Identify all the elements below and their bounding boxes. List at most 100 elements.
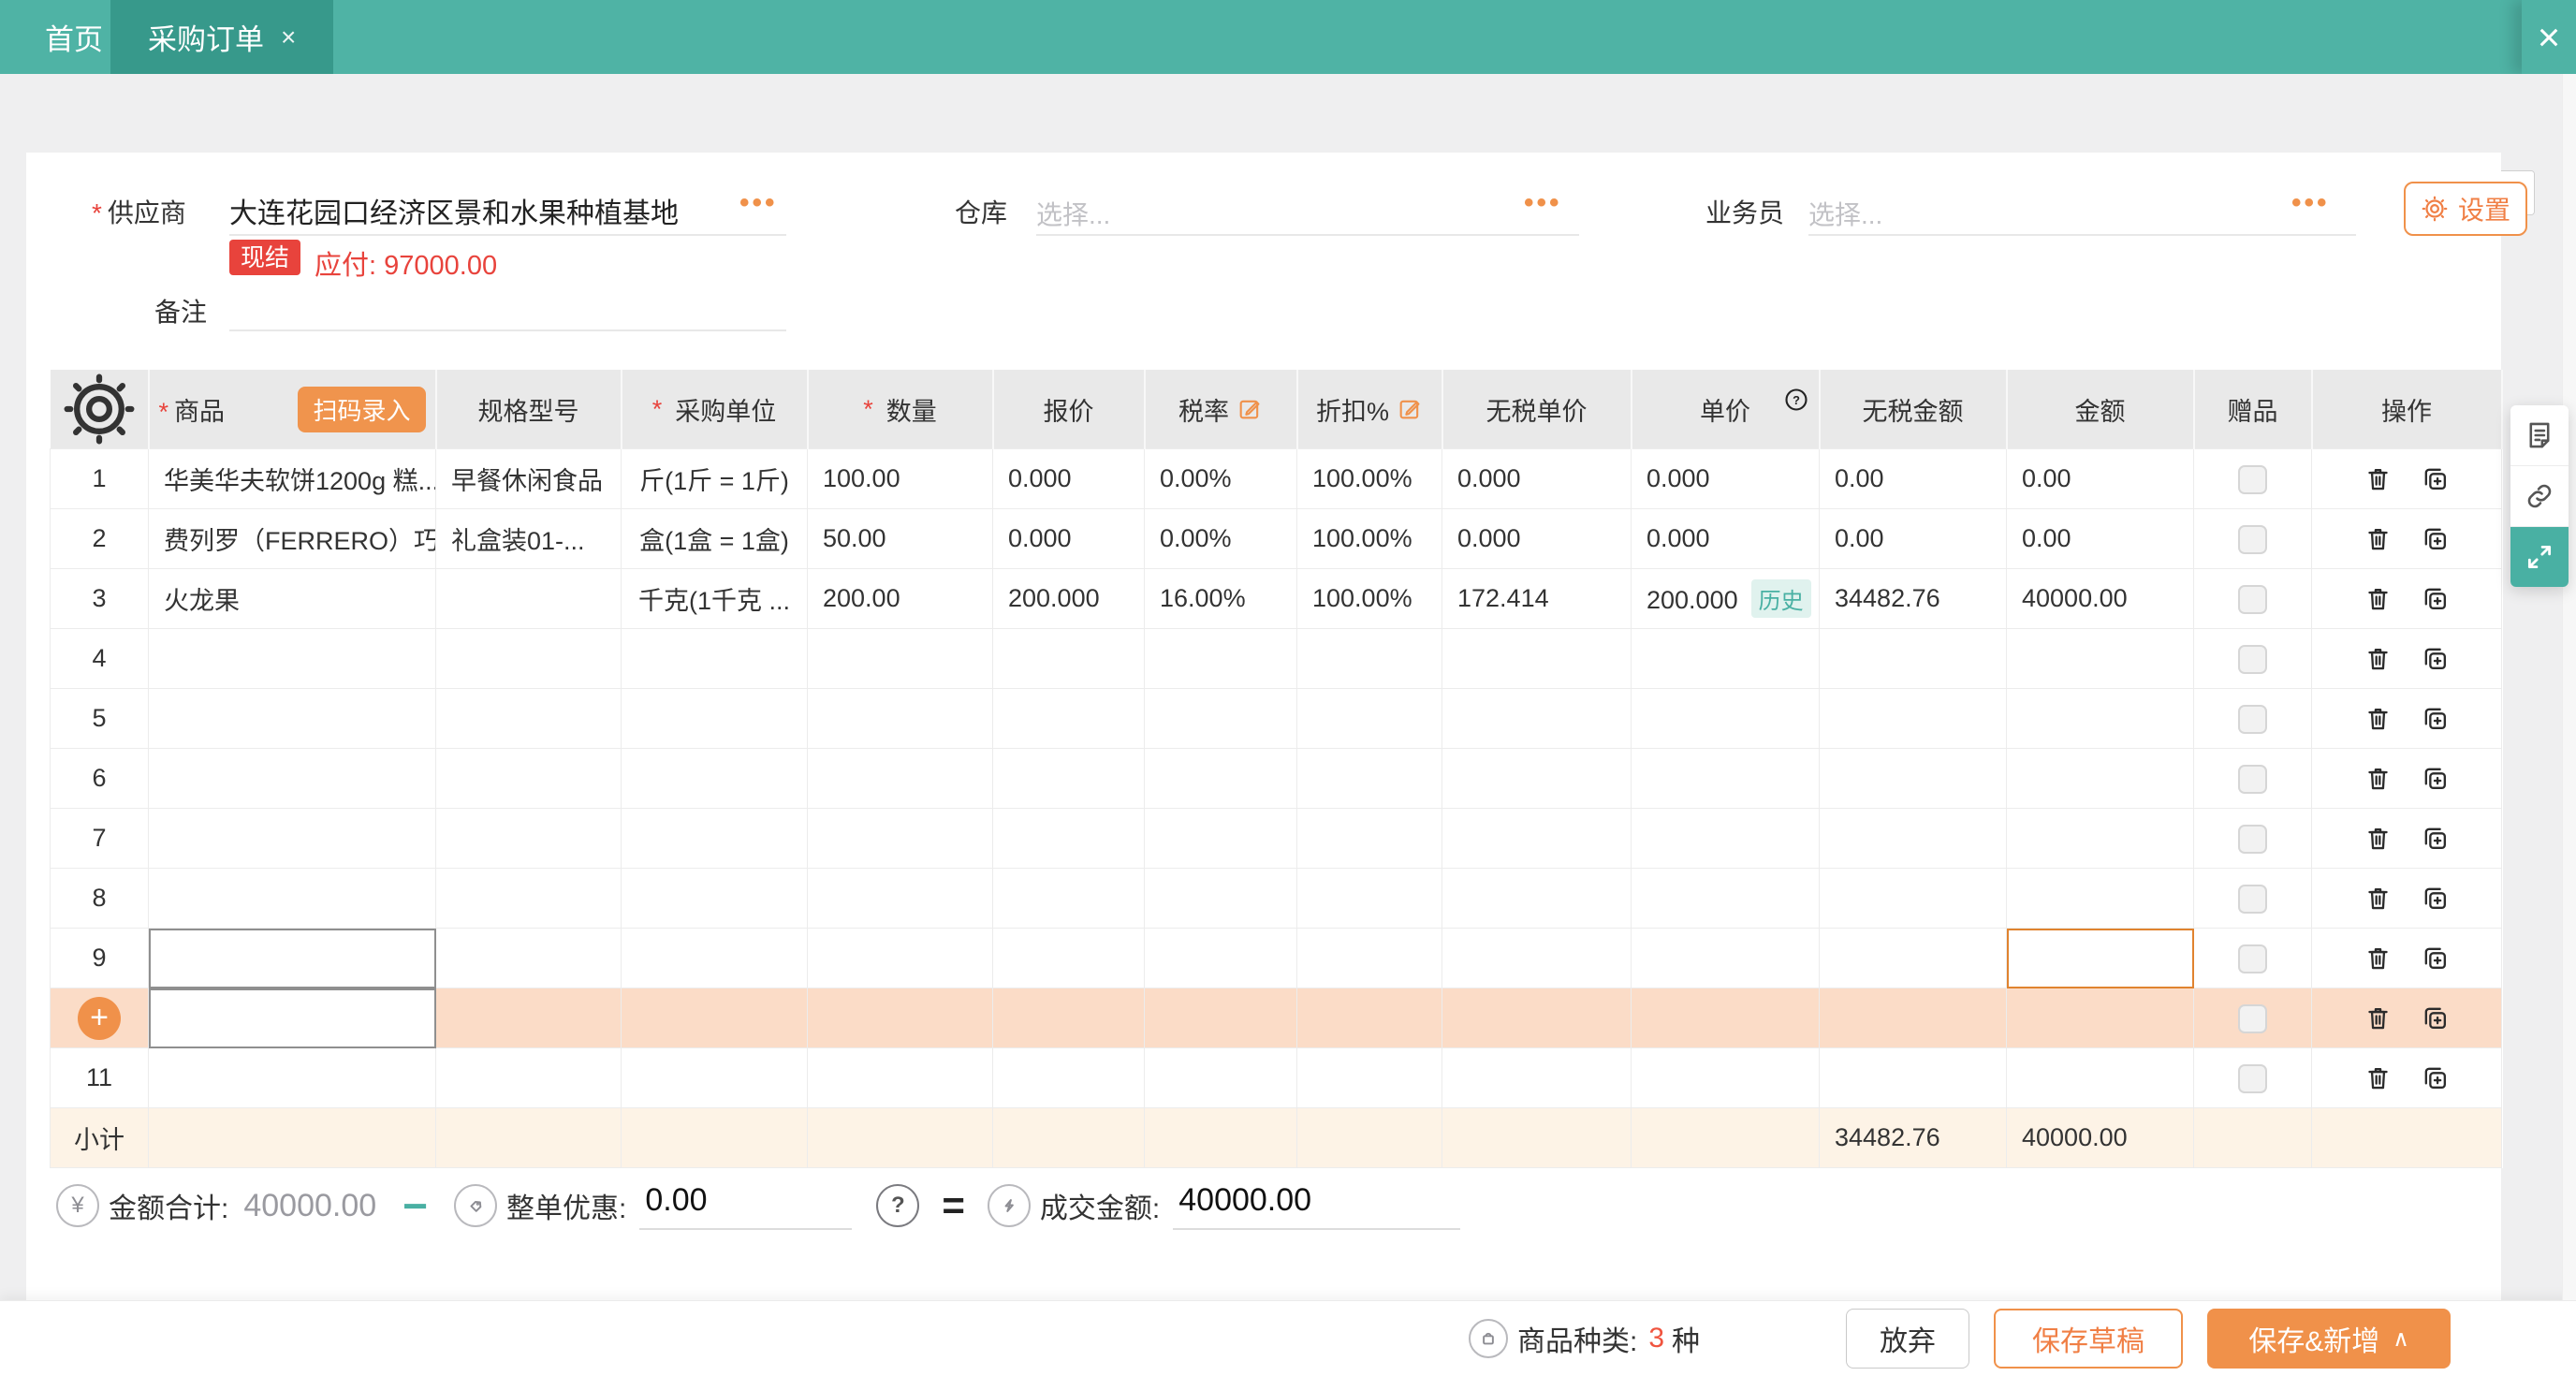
gift-checkbox[interactable]	[2238, 764, 2267, 794]
copy-row-icon[interactable]	[2421, 884, 2450, 913]
cell-amount_no_tax[interactable]	[1819, 688, 2007, 749]
cell-spec[interactable]	[435, 568, 622, 629]
cancel-button[interactable]: 放弃	[1846, 1309, 1969, 1369]
cell-price[interactable]: 200.000 历史	[1631, 568, 1820, 629]
cell-amount[interactable]	[2006, 628, 2194, 689]
cell-price[interactable]	[1631, 928, 1820, 988]
copy-row-icon[interactable]	[2421, 944, 2450, 973]
copy-row-icon[interactable]	[2421, 764, 2450, 793]
copy-row-icon[interactable]	[2421, 464, 2450, 493]
save-and-new-button[interactable]: 保存&新增 ∧	[2207, 1309, 2451, 1369]
save-draft-button[interactable]: 保存草稿	[1994, 1309, 2183, 1369]
cell-price[interactable]	[1631, 988, 1820, 1048]
cell-amount[interactable]	[2006, 808, 2194, 869]
cell-amount[interactable]	[2006, 688, 2194, 749]
delete-row-icon[interactable]	[2364, 464, 2393, 493]
cell-amount_no_tax[interactable]	[1819, 1047, 2007, 1108]
cell-tax[interactable]	[1144, 868, 1297, 929]
cell-price[interactable]	[1631, 628, 1820, 689]
cell-amount_no_tax[interactable]	[1819, 748, 2007, 809]
warehouse-select[interactable]: 选择...	[1036, 200, 1111, 229]
help-icon[interactable]: ?	[876, 1184, 920, 1227]
cell-tax[interactable]	[1144, 688, 1297, 749]
cell-amount_no_tax[interactable]	[1819, 808, 2007, 869]
gift-checkbox[interactable]	[2238, 944, 2267, 973]
table-settings-icon[interactable]	[60, 370, 139, 448]
cell-unit[interactable]	[621, 748, 808, 809]
copy-row-icon[interactable]	[2421, 584, 2450, 613]
cell-amount_no_tax[interactable]	[1819, 628, 2007, 689]
cell-price_no_tax[interactable]	[1442, 988, 1632, 1048]
copy-row-icon[interactable]	[2421, 644, 2450, 673]
order-discount-input[interactable]: 0.00	[639, 1182, 853, 1230]
copy-row-icon[interactable]	[2421, 704, 2450, 733]
cell-discount[interactable]: 100.00%	[1296, 448, 1442, 509]
edit-column-icon[interactable]	[1397, 396, 1423, 422]
cell-price[interactable]: 0.000	[1631, 508, 1820, 569]
cell-unit[interactable]	[621, 1047, 808, 1108]
cell-price_no_tax[interactable]: 0.000	[1442, 448, 1632, 509]
cell-spec[interactable]	[435, 928, 622, 988]
cell-quote[interactable]: 0.000	[992, 448, 1145, 509]
cell-tax[interactable]	[1144, 988, 1297, 1048]
cell-price_no_tax[interactable]	[1442, 748, 1632, 809]
scrollbar-track[interactable]	[2562, 74, 2576, 1300]
cell-qty[interactable]	[807, 628, 993, 689]
salesman-select[interactable]: 选择...	[1808, 200, 1883, 229]
tab-purchase-order[interactable]: 采购订单 ×	[110, 0, 334, 74]
cell-amount[interactable]: 40000.00	[2006, 568, 2194, 629]
cell-discount[interactable]: 100.00%	[1296, 508, 1442, 569]
cell-price_no_tax[interactable]	[1442, 688, 1632, 749]
gift-checkbox[interactable]	[2238, 704, 2267, 734]
expand-button[interactable]	[2510, 527, 2569, 587]
cell-spec[interactable]: 礼盒装01-...	[435, 508, 622, 569]
cell-tax[interactable]: 0.00%	[1144, 508, 1297, 569]
cell-spec[interactable]	[435, 1047, 622, 1108]
cell-amount[interactable]	[2006, 988, 2194, 1048]
cell-quote[interactable]	[992, 988, 1145, 1048]
cell-qty[interactable]: 50.00	[807, 508, 993, 569]
cell-discount[interactable]: 100.00%	[1296, 568, 1442, 629]
cell-product[interactable]: 华美华夫软饼1200g 糕...	[148, 448, 436, 509]
cell-amount[interactable]	[2006, 748, 2194, 809]
link-button[interactable]	[2510, 466, 2569, 527]
cell-qty[interactable]: 100.00	[807, 448, 993, 509]
cell-price_no_tax[interactable]: 172.414	[1442, 568, 1632, 629]
delete-row-icon[interactable]	[2364, 944, 2393, 973]
settings-button[interactable]: 设置	[2404, 182, 2527, 236]
cell-quote[interactable]	[992, 748, 1145, 809]
cell-qty[interactable]	[807, 688, 993, 749]
cell-spec[interactable]	[435, 688, 622, 749]
cell-discount[interactable]	[1296, 808, 1442, 869]
gift-checkbox[interactable]	[2238, 1063, 2267, 1093]
cell-amount[interactable]	[2006, 1047, 2194, 1108]
gift-checkbox[interactable]	[2238, 1003, 2267, 1033]
copy-row-icon[interactable]	[2421, 1063, 2450, 1092]
cell-product[interactable]	[148, 808, 436, 869]
gift-checkbox[interactable]	[2238, 644, 2267, 674]
cell-tax[interactable]: 0.00%	[1144, 448, 1297, 509]
cell-product[interactable]	[148, 688, 436, 749]
cell-price[interactable]	[1631, 808, 1820, 869]
cell-spec[interactable]	[435, 628, 622, 689]
cell-tax[interactable]	[1144, 928, 1297, 988]
price-help-icon[interactable]: ?	[1783, 387, 1809, 413]
delete-row-icon[interactable]	[2364, 704, 2393, 733]
cell-tax[interactable]: 16.00%	[1144, 568, 1297, 629]
cell-unit[interactable]	[621, 808, 808, 869]
cell-unit[interactable]: 斤(1斤 = 1斤)	[621, 448, 808, 509]
cell-amount_no_tax[interactable]: 34482.76	[1819, 568, 2007, 629]
cell-quote[interactable]	[992, 688, 1145, 749]
cell-tax[interactable]	[1144, 808, 1297, 869]
cell-quote[interactable]	[992, 1047, 1145, 1108]
cell-qty[interactable]	[807, 988, 993, 1048]
gift-checkbox[interactable]	[2238, 464, 2267, 494]
cell-discount[interactable]	[1296, 988, 1442, 1048]
delete-row-icon[interactable]	[2364, 884, 2393, 913]
delete-row-icon[interactable]	[2364, 584, 2393, 613]
cell-qty[interactable]	[807, 808, 993, 869]
cell-spec[interactable]	[435, 988, 622, 1048]
cell-product[interactable]	[148, 1047, 436, 1108]
copy-row-icon[interactable]	[2421, 524, 2450, 553]
note-doc-button[interactable]	[2510, 405, 2569, 466]
